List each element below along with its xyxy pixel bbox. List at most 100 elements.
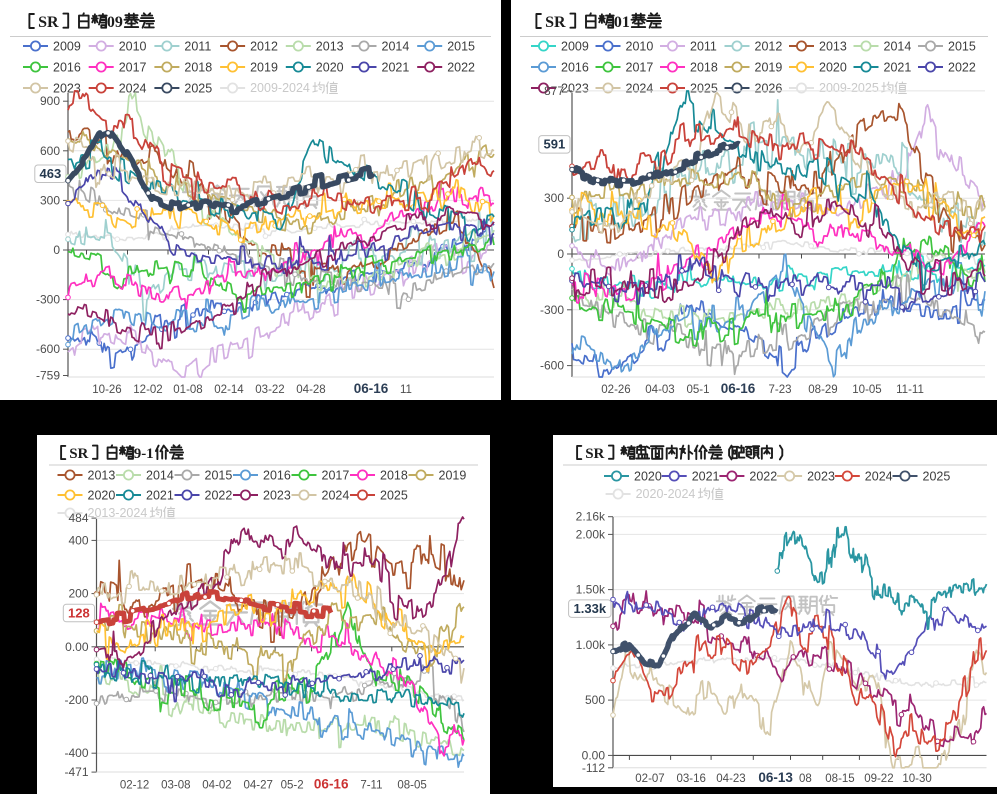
svg-text:06-16: 06-16: [354, 381, 389, 396]
svg-text:-471: -471: [64, 765, 88, 779]
svg-text:300: 300: [40, 193, 60, 207]
svg-text:2019: 2019: [250, 61, 278, 75]
svg-text:2025: 2025: [923, 470, 951, 484]
svg-text:2023: 2023: [807, 470, 835, 484]
svg-text:2010: 2010: [119, 40, 147, 54]
svg-text:06-13: 06-13: [758, 770, 793, 785]
svg-text:01: 01: [614, 14, 630, 31]
svg-text:2015: 2015: [948, 40, 976, 54]
svg-text:04-28: 04-28: [296, 384, 325, 396]
svg-text:1.00k: 1.00k: [576, 638, 606, 652]
svg-text:600: 600: [40, 144, 60, 158]
svg-text:2019: 2019: [755, 61, 783, 75]
svg-text:2024: 2024: [626, 82, 654, 96]
svg-text:10-30: 10-30: [902, 773, 931, 785]
svg-text:02-14: 02-14: [214, 384, 244, 396]
svg-text:04-27: 04-27: [243, 780, 272, 792]
svg-text:2010: 2010: [626, 40, 654, 54]
svg-text:2009: 2009: [53, 40, 81, 54]
svg-text:2020: 2020: [316, 61, 344, 75]
svg-text:2019: 2019: [439, 469, 467, 483]
svg-text:2023: 2023: [561, 82, 589, 96]
svg-text:400: 400: [68, 533, 88, 547]
svg-text:-759: -759: [36, 369, 60, 383]
svg-text:500: 500: [585, 693, 605, 707]
svg-text:2024: 2024: [119, 82, 147, 96]
svg-text:877: 877: [544, 84, 564, 98]
svg-text:2022: 2022: [447, 61, 475, 75]
svg-text:0: 0: [53, 243, 60, 257]
svg-text:2020: 2020: [819, 61, 847, 75]
svg-text:0.00: 0.00: [65, 640, 89, 654]
svg-text:03-22: 03-22: [255, 384, 284, 396]
svg-text:08: 08: [799, 773, 812, 785]
svg-text:2012: 2012: [755, 40, 783, 54]
svg-text:SR: SR: [545, 14, 566, 31]
svg-text:2024: 2024: [865, 470, 893, 484]
svg-text:08-15: 08-15: [825, 773, 854, 785]
svg-text:7-23: 7-23: [768, 384, 791, 396]
svg-text:2017: 2017: [322, 469, 350, 483]
svg-text:04-03: 04-03: [645, 384, 674, 396]
svg-text:2021: 2021: [692, 470, 720, 484]
svg-text:01-08: 01-08: [173, 384, 202, 396]
svg-text:2013: 2013: [316, 40, 344, 54]
svg-text:2017: 2017: [119, 61, 147, 75]
svg-text:08-29: 08-29: [808, 384, 837, 396]
svg-text:2014: 2014: [884, 40, 912, 54]
svg-text:2014: 2014: [146, 469, 174, 483]
svg-text:2026: 2026: [755, 82, 783, 96]
svg-text:-300: -300: [36, 293, 60, 307]
svg-text:05-1: 05-1: [686, 384, 709, 396]
svg-text:300: 300: [544, 191, 564, 205]
svg-text:2022: 2022: [948, 61, 976, 75]
svg-text:2009: 2009: [561, 40, 589, 54]
svg-text:2018: 2018: [184, 61, 212, 75]
svg-text:1.50k: 1.50k: [576, 583, 606, 597]
svg-text:463: 463: [40, 166, 62, 181]
svg-text:06-16: 06-16: [721, 381, 756, 396]
svg-text:10-05: 10-05: [852, 384, 881, 396]
svg-text:08-05: 08-05: [397, 780, 426, 792]
svg-text:-112: -112: [582, 761, 605, 775]
svg-text:06-16: 06-16: [314, 777, 349, 792]
svg-text:2021: 2021: [146, 489, 174, 503]
svg-text:200: 200: [68, 587, 88, 601]
svg-text:7-11: 7-11: [360, 780, 382, 792]
svg-text:2009-2025: 2009-2025: [819, 81, 879, 95]
svg-text:05-2: 05-2: [281, 780, 304, 792]
svg-text:2013-2024: 2013-2024: [88, 506, 148, 520]
svg-text:2020-2024: 2020-2024: [636, 487, 696, 501]
svg-text:2017: 2017: [626, 61, 654, 75]
svg-text:2016: 2016: [53, 61, 81, 75]
svg-text:11: 11: [400, 384, 412, 396]
svg-text:2009-2024: 2009-2024: [250, 81, 310, 95]
svg-text:12-02: 12-02: [133, 384, 162, 396]
svg-text:2.16k: 2.16k: [576, 510, 606, 524]
svg-text:900: 900: [40, 94, 60, 108]
svg-text:02-07: 02-07: [635, 773, 664, 785]
svg-text:1.33k: 1.33k: [574, 601, 607, 616]
svg-text:2016: 2016: [263, 469, 291, 483]
svg-text:2018: 2018: [380, 469, 408, 483]
svg-text:2022: 2022: [749, 470, 777, 484]
svg-text:9-1: 9-1: [134, 446, 154, 462]
svg-text:2020: 2020: [88, 489, 116, 503]
svg-text:2011: 2011: [690, 40, 717, 54]
svg-text:SR: SR: [69, 446, 88, 462]
svg-text:03-08: 03-08: [161, 780, 190, 792]
svg-text:2012: 2012: [250, 40, 278, 54]
svg-text:2021: 2021: [382, 61, 410, 75]
svg-text:09-22: 09-22: [864, 773, 893, 785]
svg-text:11-11: 11-11: [896, 384, 924, 396]
svg-text:2.00k: 2.00k: [576, 527, 606, 541]
svg-text:484: 484: [68, 511, 88, 525]
svg-text:2022: 2022: [205, 489, 233, 503]
svg-text:-400: -400: [64, 746, 88, 760]
svg-text:02-26: 02-26: [601, 384, 630, 396]
svg-text:2025: 2025: [184, 82, 212, 96]
svg-text:2025: 2025: [690, 82, 718, 96]
svg-text:02-12: 02-12: [120, 780, 149, 792]
svg-text:2023: 2023: [263, 489, 291, 503]
svg-text:SR: SR: [38, 14, 59, 31]
